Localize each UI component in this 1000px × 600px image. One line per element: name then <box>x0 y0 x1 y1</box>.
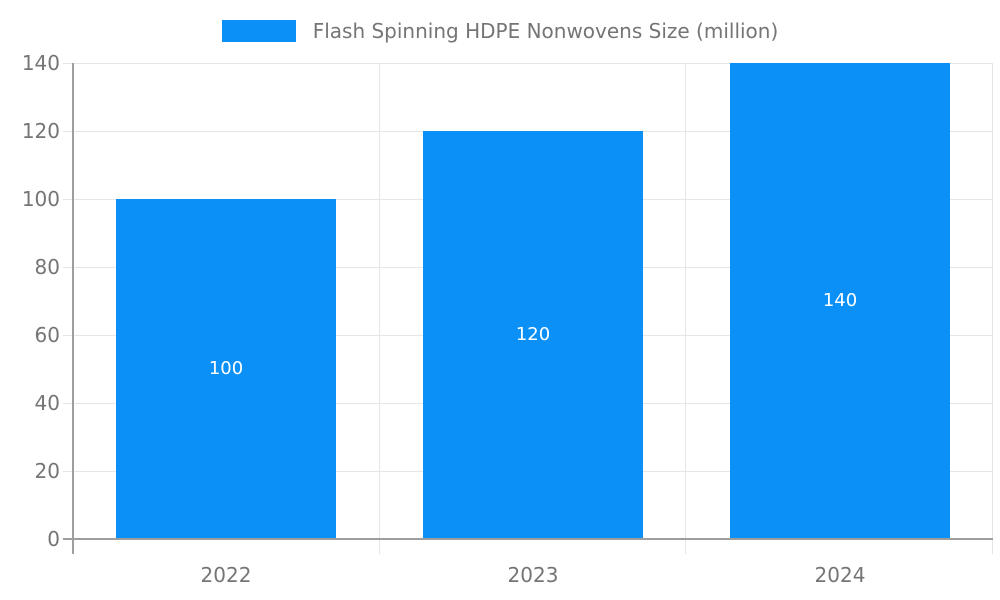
legend-label: Flash Spinning HDPE Nonwovens Size (mill… <box>312 19 779 43</box>
y-axis-tick-label: 80 <box>34 255 60 279</box>
y-axis-tick-label: 120 <box>21 119 60 143</box>
x-gridline <box>379 63 380 554</box>
y-axis-tick-label: 40 <box>34 391 60 415</box>
bar-2022[interactable]: 100 <box>116 199 336 539</box>
bar-value-label: 100 <box>208 358 244 379</box>
x-gridline <box>992 63 993 554</box>
x-axis-tick-label: 2023 <box>507 563 559 587</box>
y-axis-tick-label: 140 <box>21 51 60 75</box>
x-axis-tick-label: 2022 <box>200 563 252 587</box>
y-axis-line <box>72 63 74 554</box>
y-gridline <box>63 63 993 64</box>
bar-value-label: 140 <box>822 290 858 311</box>
y-axis-tick-label: 60 <box>34 323 60 347</box>
legend-item[interactable]: Flash Spinning HDPE Nonwovens Size (mill… <box>221 18 779 44</box>
legend-color-swatch <box>221 20 296 42</box>
x-axis-tick-label: 2024 <box>814 563 866 587</box>
bar-2024[interactable]: 140 <box>730 63 950 539</box>
bar-2023[interactable]: 120 <box>423 131 643 539</box>
y-axis-tick-label: 20 <box>34 459 60 483</box>
x-axis-line <box>63 538 993 540</box>
x-gridline <box>685 63 686 554</box>
chart-legend: Flash Spinning HDPE Nonwovens Size (mill… <box>0 18 1000 44</box>
y-axis-tick-label: 0 <box>47 527 60 551</box>
y-axis-tick-label: 100 <box>21 187 60 211</box>
bar-value-label: 120 <box>515 324 551 345</box>
